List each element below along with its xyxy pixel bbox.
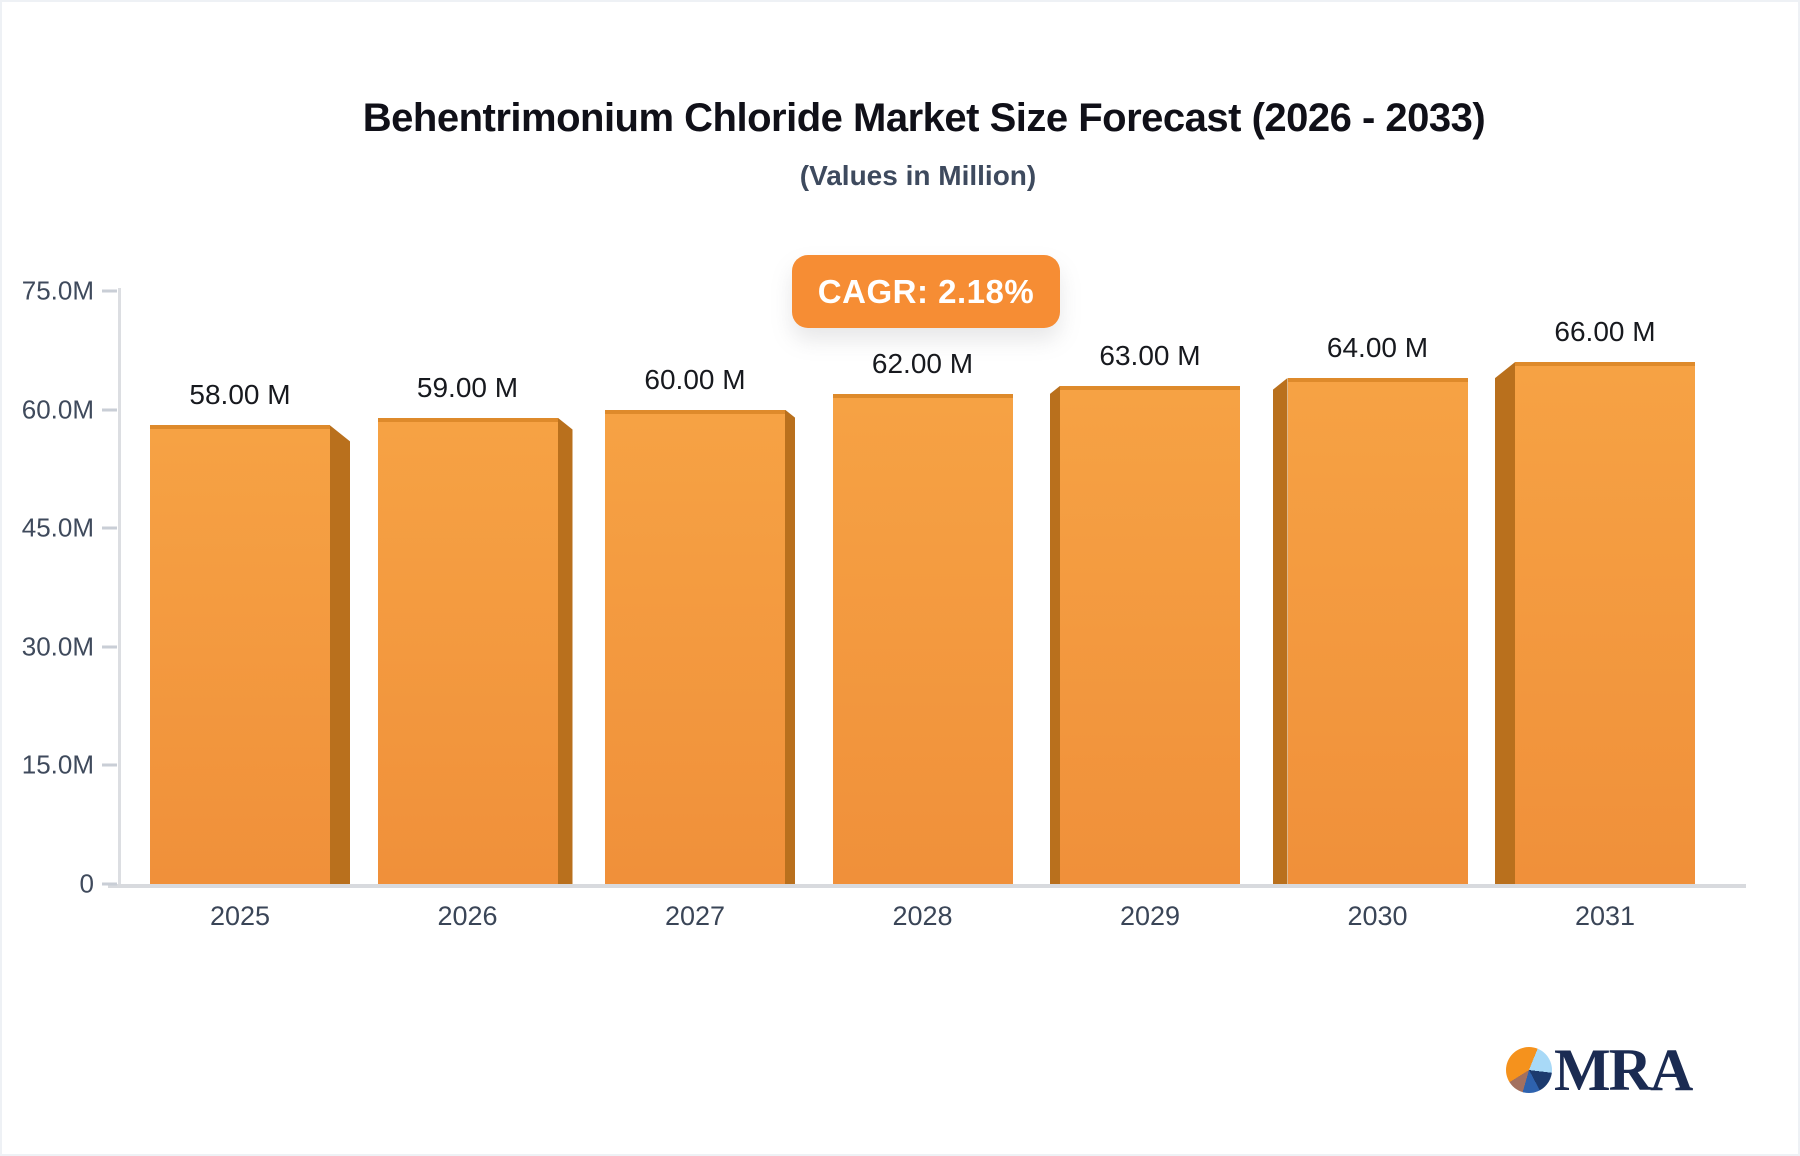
y-axis-tick <box>102 882 117 886</box>
bar[interactable] <box>150 425 330 884</box>
y-axis-line <box>118 288 121 888</box>
y-axis-tick <box>102 408 117 412</box>
bar-3d-side <box>557 417 573 884</box>
y-axis-tick <box>102 526 117 530</box>
mra-logo: MRA <box>1506 1037 1693 1103</box>
bar-value-label: 66.00 M <box>1554 316 1656 348</box>
x-axis-baseline <box>108 884 1746 888</box>
bar-value-label: 60.00 M <box>644 363 746 395</box>
bar-3d-side <box>1495 362 1515 884</box>
y-axis-tick-label: 45.0M <box>21 512 94 543</box>
y-axis-tick-label: 60.0M <box>21 394 94 425</box>
bar-value-label: 62.00 M <box>871 347 974 379</box>
bar-3d-side <box>330 425 350 884</box>
x-axis-category-label: 2025 <box>209 901 271 931</box>
y-axis-tick <box>102 763 117 767</box>
chart-title: Behentrimonium Chloride Market Size Fore… <box>362 96 1486 140</box>
chart-subtitle: (Values in Million) <box>799 160 1037 191</box>
x-axis-category-label: 2031 <box>1574 901 1636 931</box>
pie-chart-logo-icon <box>1506 1047 1552 1093</box>
bar[interactable] <box>832 393 1013 884</box>
bar[interactable] <box>1060 385 1240 884</box>
x-axis-category-label: 2029 <box>1119 901 1181 931</box>
y-axis-tick-label: 75.0M <box>21 275 94 306</box>
x-axis-category-label: 2028 <box>892 901 953 931</box>
bar-3d-side <box>785 409 795 884</box>
bar-3d-side <box>1272 377 1288 884</box>
bar[interactable] <box>605 409 785 884</box>
bar-value-label: 59.00 M <box>416 371 519 403</box>
bar-value-label: 58.00 M <box>189 379 291 411</box>
bar[interactable] <box>1515 362 1695 884</box>
logo-text: MRA <box>1554 1037 1693 1103</box>
bar[interactable] <box>1287 377 1468 884</box>
y-axis-tick-label: 0 <box>79 868 94 899</box>
bar[interactable] <box>377 417 558 884</box>
x-axis-category-label: 2030 <box>1347 901 1408 931</box>
x-axis-category-label: 2026 <box>437 901 498 931</box>
cagr-badge: CAGR: 2.18% <box>792 255 1060 328</box>
x-axis-category-label: 2027 <box>664 901 726 931</box>
bar-value-label: 63.00 M <box>1099 339 1201 371</box>
y-axis-tick-label: 30.0M <box>21 631 94 662</box>
y-axis-tick <box>102 645 117 649</box>
bar-3d-side <box>1050 385 1060 884</box>
y-axis-tick-label: 15.0M <box>21 749 94 780</box>
y-axis-tick <box>102 289 117 293</box>
bar-value-label: 64.00 M <box>1326 331 1429 363</box>
